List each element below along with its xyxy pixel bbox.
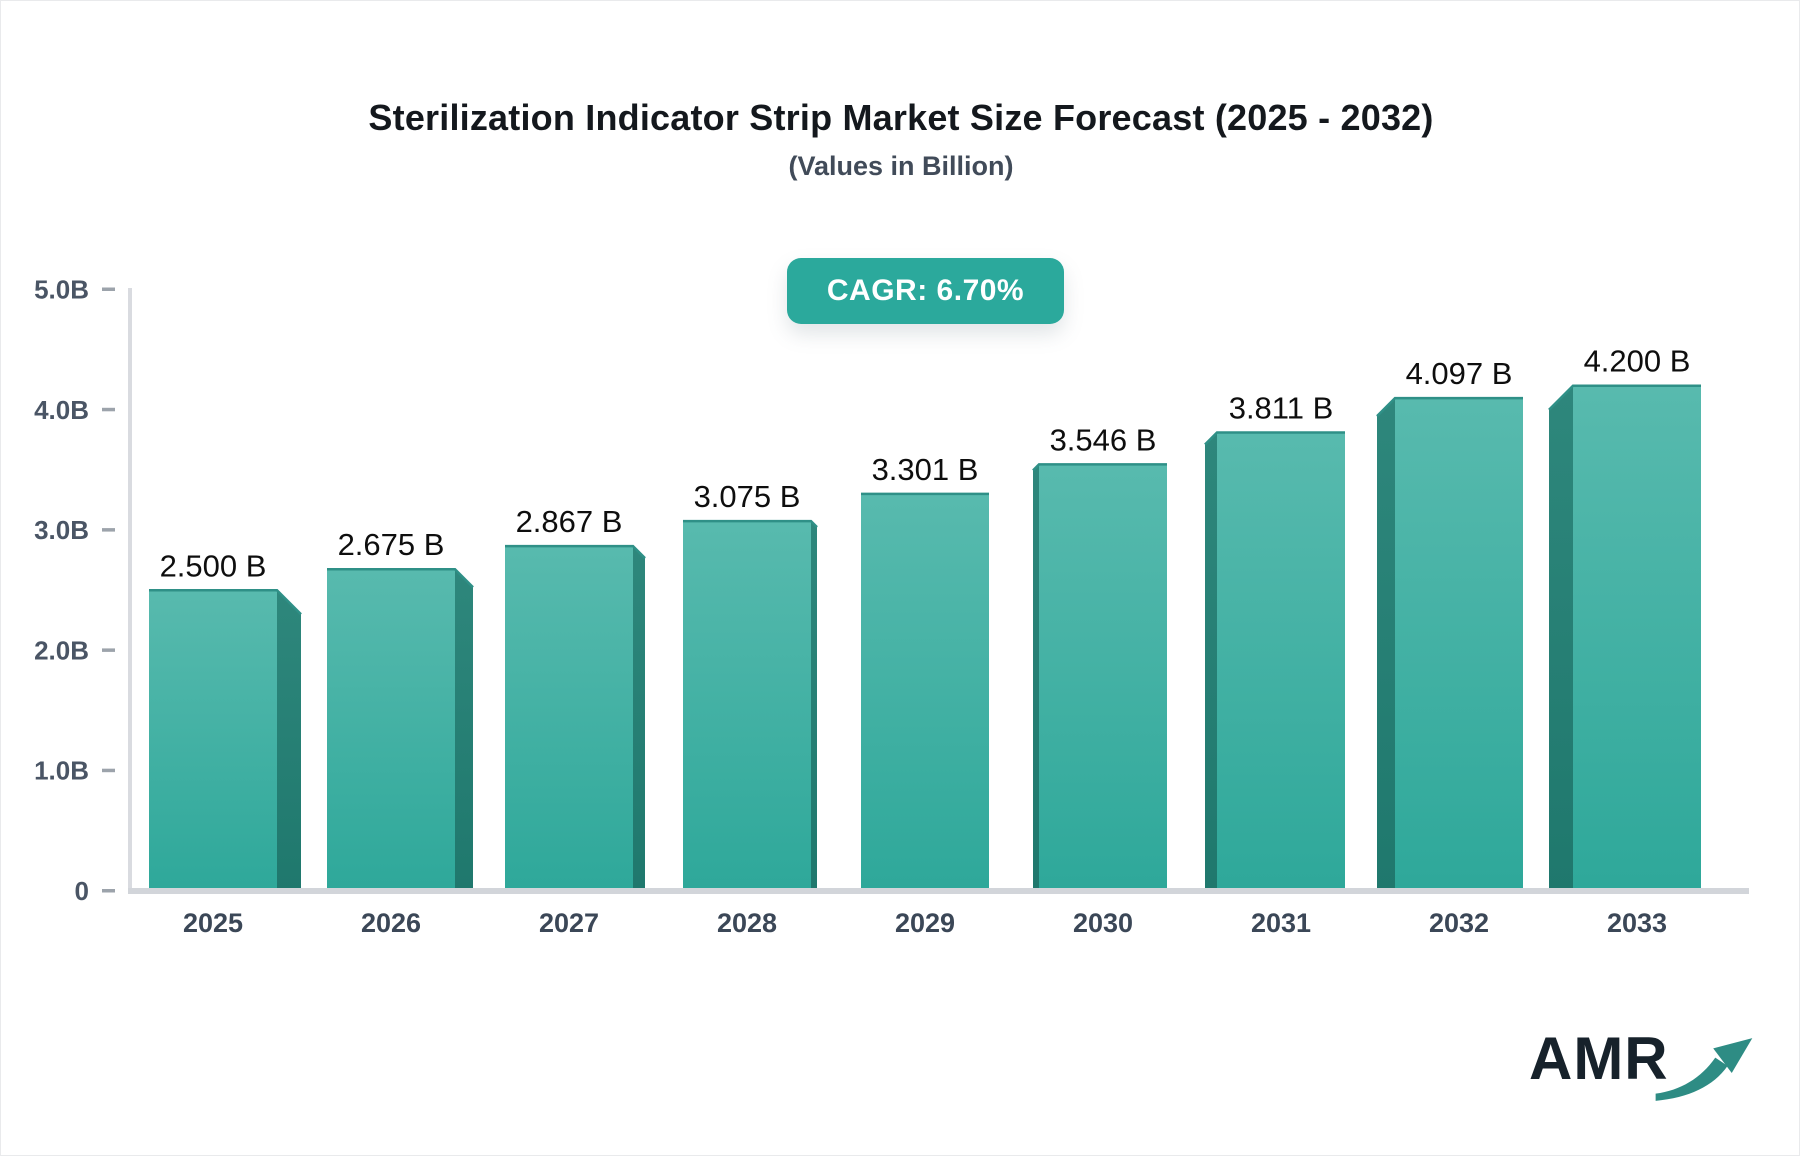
bar-2025[interactable]: 2.500 B 2025 — [149, 548, 302, 938]
bar-side-face — [1205, 432, 1217, 891]
cagr-badge-label: CAGR: 6.70% — [826, 274, 1025, 307]
x-tick-label: 2028 — [717, 908, 777, 938]
bar-2028[interactable]: 3.075 B 2028 — [683, 479, 818, 938]
bar-value-label: 3.301 B — [872, 452, 979, 487]
x-tick-label: 2029 — [895, 908, 955, 938]
x-tick-label: 2025 — [183, 908, 243, 938]
bar-front-face — [1217, 432, 1345, 891]
bar-2030[interactable]: 3.546 B 2030 — [1032, 422, 1167, 938]
y-tick-mark — [102, 889, 115, 893]
bar-front-face — [683, 521, 811, 891]
bar-top-edge — [149, 589, 302, 616]
bar-value-label: 2.500 B — [160, 548, 267, 583]
bar-top-edge — [683, 519, 818, 528]
bar-side-face — [455, 569, 473, 891]
bar-top-edge — [1204, 431, 1345, 446]
growth-arrow-icon — [1655, 1038, 1752, 1101]
bar-top-edge — [505, 544, 646, 559]
bar-front-face — [1395, 398, 1523, 891]
x-tick-label: 2026 — [361, 908, 421, 938]
bar-side-face — [1549, 385, 1573, 891]
x-tick-label: 2033 — [1607, 908, 1667, 938]
x-tick-label: 2027 — [539, 908, 599, 938]
x-axis-baseline — [128, 888, 1749, 894]
amr-logo-text: AMR — [1529, 1025, 1669, 1092]
bar-value-label: 2.867 B — [516, 504, 623, 539]
bar-2033[interactable]: 4.200 B 2033 — [1548, 344, 1701, 938]
bar-2026[interactable]: 2.675 B 2026 — [327, 527, 474, 938]
x-tick-label: 2031 — [1251, 908, 1311, 938]
amr-logo: AMR — [1529, 1029, 1757, 1107]
bar-front-face — [505, 546, 633, 891]
bar-front-face — [327, 569, 455, 891]
bar-side-face — [1377, 398, 1395, 891]
bar-value-label: 2.675 B — [338, 527, 445, 562]
y-tick-mark — [102, 287, 115, 291]
y-tick-mark — [102, 407, 115, 412]
bar-front-face — [861, 493, 989, 891]
chart-title: Sterilization Indicator Strip Market Siz… — [368, 97, 1434, 138]
bar-2029[interactable]: 3.301 B 2029 — [861, 452, 989, 938]
bar-front-face — [1039, 464, 1167, 891]
y-tick-label: 1.0B — [34, 756, 89, 786]
bar-value-label: 4.200 B — [1584, 344, 1691, 379]
y-tick-mark — [102, 528, 115, 532]
chart-subtitle: (Values in Billion) — [788, 151, 1014, 181]
cagr-badge: CAGR: 6.70% — [787, 258, 1064, 324]
y-tick-mark — [102, 768, 115, 773]
bar-2032[interactable]: 4.097 B 2032 — [1376, 356, 1523, 938]
y-axis-line — [128, 288, 132, 894]
x-tick-label: 2030 — [1073, 908, 1133, 938]
bar-side-face — [811, 521, 817, 891]
bar-value-label: 3.075 B — [694, 479, 801, 514]
bar-top-edge — [1032, 463, 1167, 472]
bar-side-face — [633, 546, 645, 891]
bar-value-label: 3.546 B — [1050, 422, 1157, 457]
bar-2027[interactable]: 2.867 B 2027 — [505, 504, 646, 938]
bar-2031[interactable]: 3.811 B 2031 — [1204, 391, 1345, 938]
y-tick-label: 0 — [75, 876, 89, 906]
bar-top-edge — [327, 567, 474, 589]
bar-value-label: 4.097 B — [1406, 356, 1513, 391]
bar-front-face — [149, 590, 277, 891]
y-tick-mark — [102, 648, 115, 652]
bar-side-face — [1033, 464, 1039, 891]
y-tick-label: 4.0B — [34, 395, 89, 425]
bar-front-face — [1573, 385, 1701, 891]
x-tick-label: 2032 — [1429, 908, 1489, 938]
y-tick-label: 2.0B — [34, 635, 89, 665]
bar-top-edge — [1548, 384, 1701, 411]
y-tick-label: 3.0B — [34, 515, 89, 545]
bar-top-edge — [1376, 396, 1523, 418]
bar-side-face — [277, 590, 301, 891]
y-tick-label: 5.0B — [34, 275, 89, 305]
bar-value-label: 3.811 B — [1229, 391, 1334, 426]
